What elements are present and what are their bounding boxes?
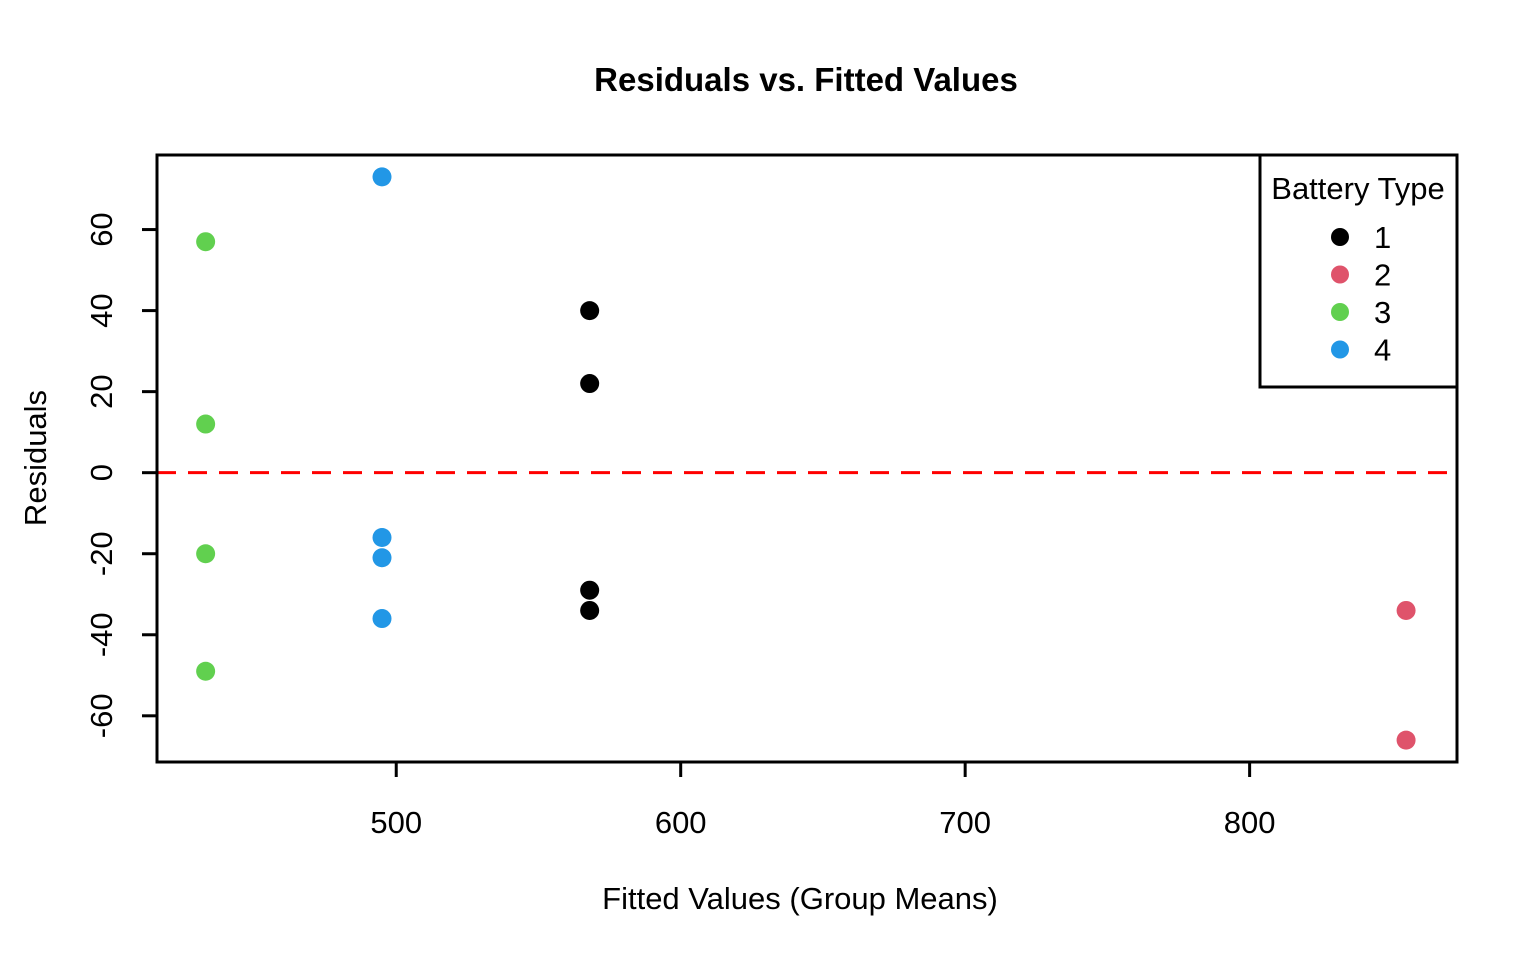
legend-marker-3 <box>1331 303 1349 321</box>
data-point-type-3 <box>196 414 216 434</box>
data-point-type-3 <box>196 232 216 252</box>
data-point-type-4 <box>372 528 392 548</box>
data-point-type-2 <box>1396 730 1416 750</box>
data-point-type-3 <box>196 544 216 564</box>
y-tick-label: -60 <box>84 693 119 738</box>
data-point-type-1 <box>580 600 600 620</box>
y-tick-label: 0 <box>84 464 119 481</box>
data-point-type-1 <box>580 301 600 321</box>
y-tick-label: 60 <box>84 212 119 246</box>
legend-marker-4 <box>1331 340 1349 359</box>
y-tick-label: -20 <box>84 531 119 576</box>
x-tick-label: 600 <box>655 805 707 840</box>
data-point-type-1 <box>580 580 600 600</box>
x-axis-label: Fitted Values (Group Means) <box>602 881 998 916</box>
data-points-group <box>196 167 1416 750</box>
data-point-type-4 <box>372 167 392 187</box>
data-point-type-2 <box>1396 600 1416 620</box>
data-point-type-1 <box>580 374 600 394</box>
plot-border-box <box>155 153 1459 764</box>
x-tick-label: 500 <box>370 805 422 840</box>
legend-marker-2 <box>1331 265 1349 284</box>
y-tick-label: 40 <box>84 293 119 327</box>
x-tick-label: 800 <box>1224 805 1276 840</box>
y-axis-label: Residuals <box>18 390 53 526</box>
axis-ticks: 500 600 700 800 -60 -40 -20 0 20 40 60 <box>84 212 1275 840</box>
legend-title: Battery Type <box>1271 171 1444 206</box>
chart-title: Residuals vs. Fitted Values <box>594 61 1018 98</box>
legend-marker-1 <box>1331 228 1349 246</box>
legend-label-2: 2 <box>1374 258 1391 293</box>
y-tick-label: 20 <box>84 374 119 408</box>
data-point-type-4 <box>372 548 392 568</box>
x-tick-label: 700 <box>939 805 991 840</box>
data-point-type-3 <box>196 661 216 681</box>
legend-label-3: 3 <box>1374 295 1391 330</box>
legend-label-1: 1 <box>1374 220 1391 255</box>
y-tick-label: -40 <box>84 612 119 657</box>
legend-label-4: 4 <box>1374 333 1391 368</box>
legend-box <box>1258 153 1459 389</box>
data-point-type-4 <box>372 609 392 629</box>
